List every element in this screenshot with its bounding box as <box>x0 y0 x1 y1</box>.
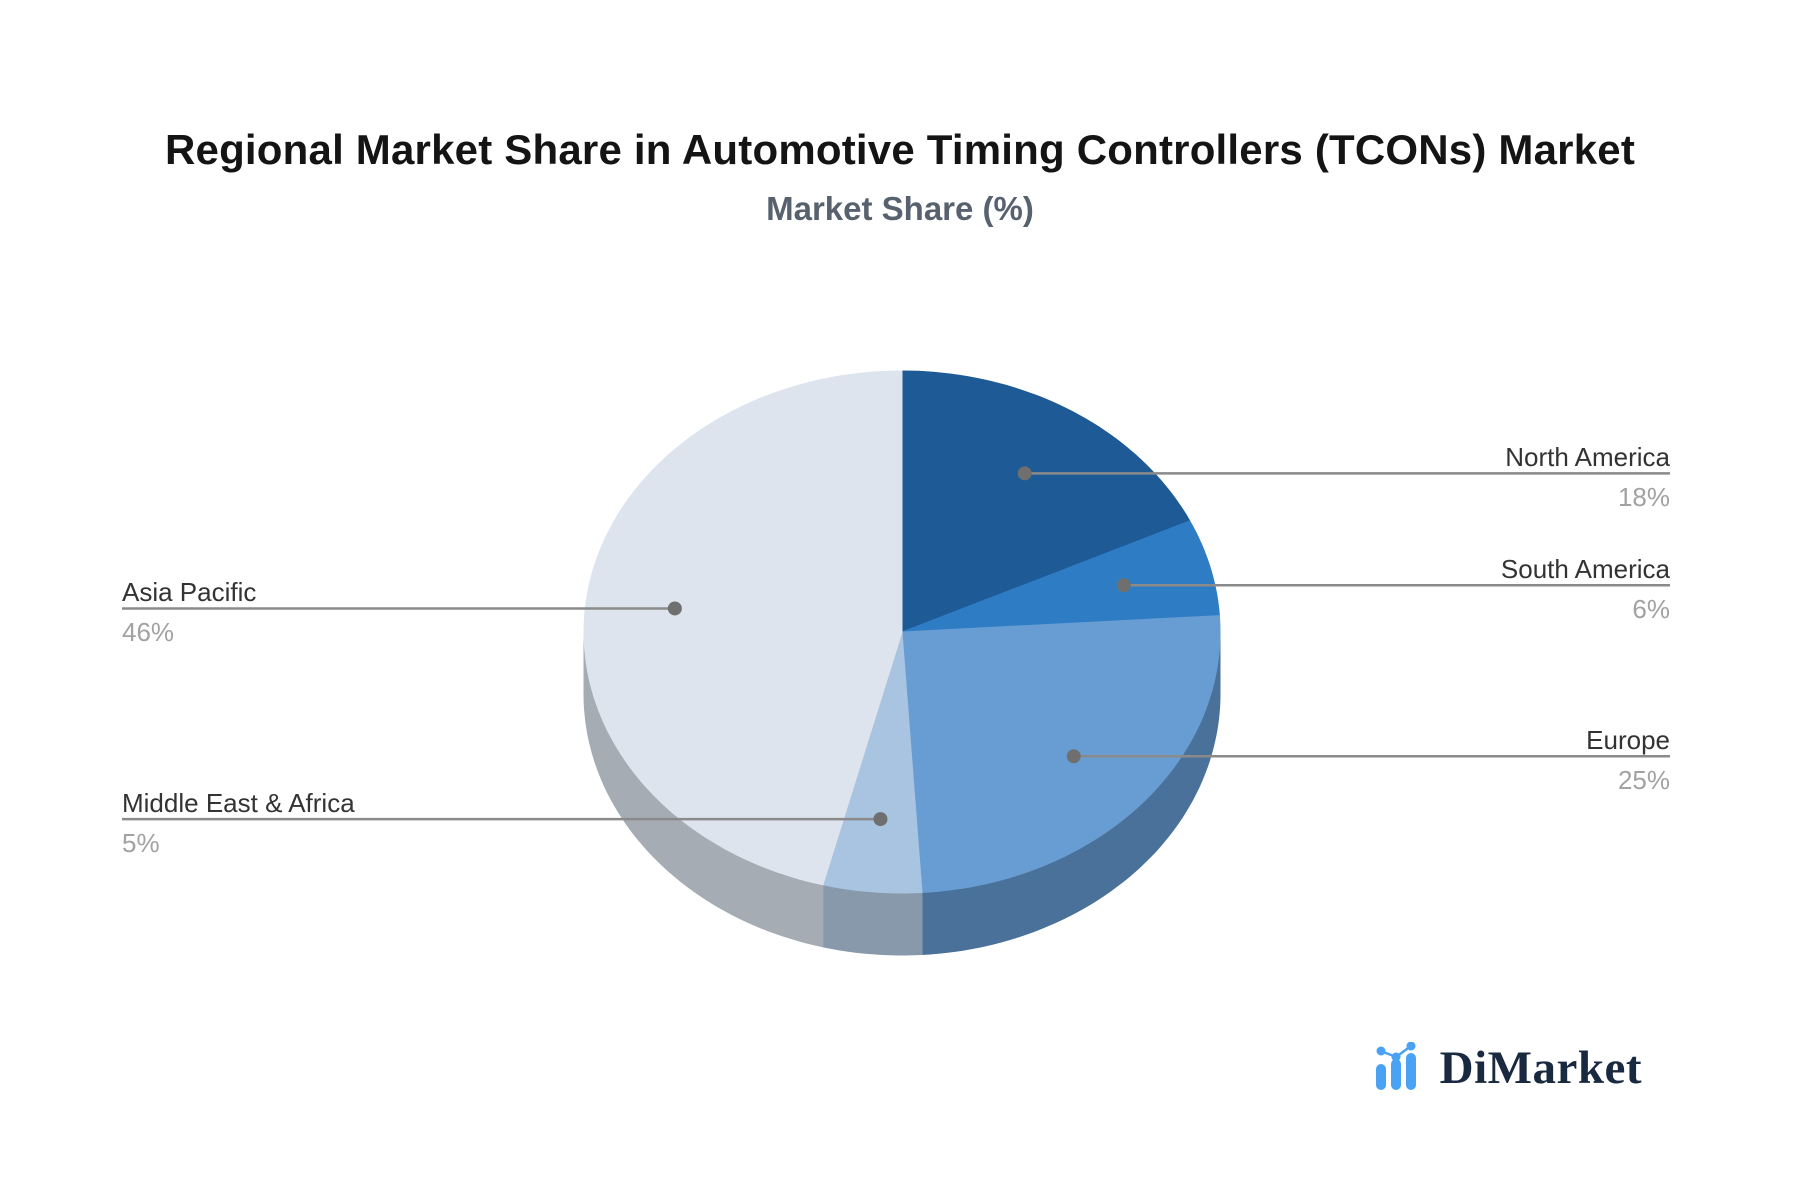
pie-slice-asia-pacific[interactable] <box>583 370 903 886</box>
pie-slice-side-middle-east-africa <box>822 884 923 956</box>
chart-subtitle: Market Share (%) <box>766 190 1034 227</box>
chart-title: Regional Market Share in Automotive Timi… <box>164 126 1636 173</box>
dimarket-logo-text: DiMarket <box>1439 1042 1642 1094</box>
leader-dot-asia-pacific <box>667 601 682 616</box>
slice-label-south-america: South America 6% <box>1501 553 1670 624</box>
slice-label-asia-pacific: Asia Pacific 46% <box>122 576 256 647</box>
slice-label-percent: 5% <box>122 828 160 859</box>
slice-label-name: South America <box>1500 554 1670 585</box>
slice-label-name: Middle East & Africa <box>122 788 355 819</box>
slice-label-percent: 46% <box>122 617 175 648</box>
slice-label-middle-east-africa: Middle East & Africa 5% <box>122 787 355 858</box>
slice-label-name: Europe <box>1586 725 1670 756</box>
pie-slice-south-america[interactable] <box>901 520 1220 633</box>
slice-label-europe: Europe 25% <box>1586 724 1670 795</box>
slice-label-north-america: North America 18% <box>1505 441 1670 512</box>
slice-label-percent: 6% <box>1632 594 1670 625</box>
slice-label-percent: 18% <box>1617 482 1670 513</box>
leader-dot-south-america <box>1116 578 1131 593</box>
slice-label-percent: 25% <box>1617 765 1670 796</box>
bar-chart-trend-icon <box>1375 1042 1416 1090</box>
leader-dot-middle-east-africa <box>873 812 888 827</box>
slice-label-name: North America <box>1505 442 1670 473</box>
pie-slice-europe[interactable] <box>901 615 1221 894</box>
leader-dot-north-america <box>1017 466 1032 481</box>
pie-slice-north-america[interactable] <box>901 370 1191 633</box>
slice-label-name: Asia Pacific <box>122 577 257 608</box>
leader-dot-europe <box>1066 749 1081 764</box>
dimarket-logo: DiMarket <box>1374 1042 1642 1092</box>
pie-slice-middle-east-africa[interactable] <box>822 631 923 894</box>
